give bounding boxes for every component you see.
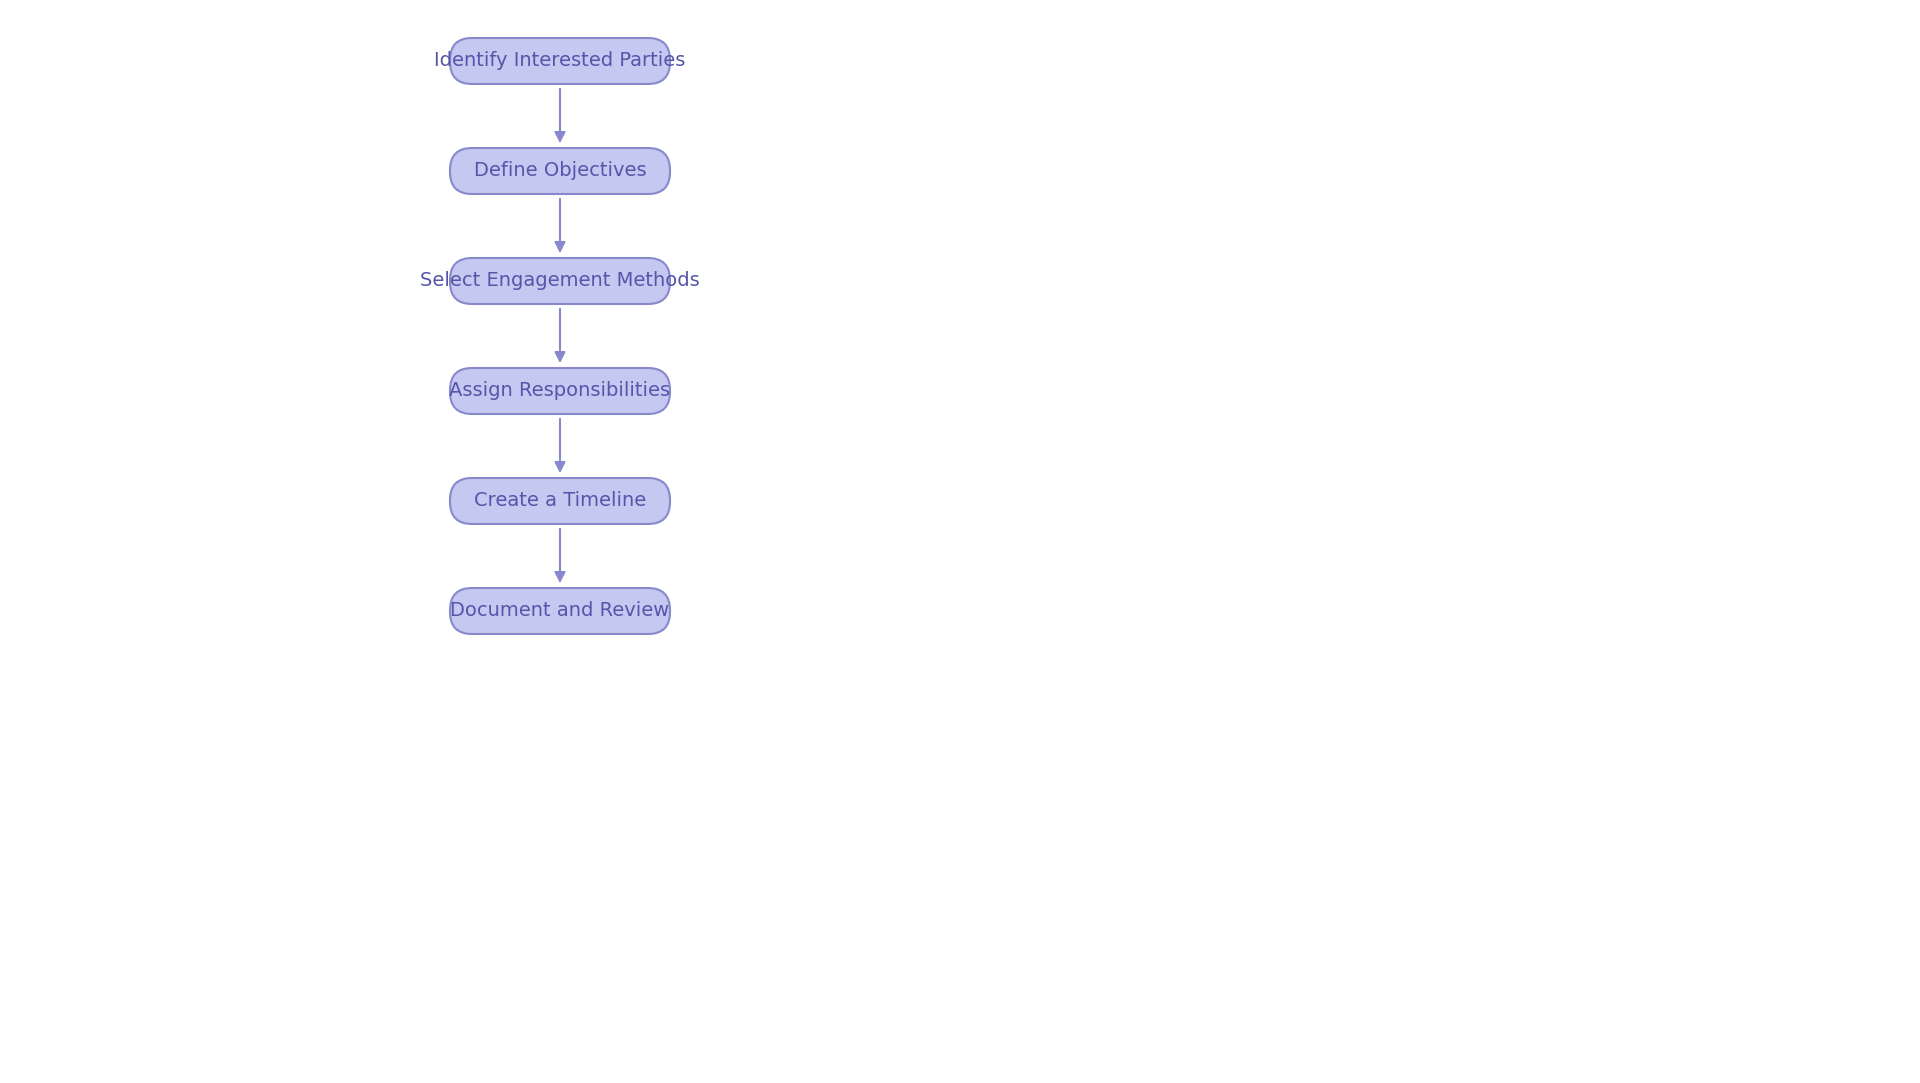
FancyBboxPatch shape xyxy=(449,148,670,194)
FancyBboxPatch shape xyxy=(449,258,670,304)
Text: Assign Responsibilities: Assign Responsibilities xyxy=(449,381,670,401)
Text: Define Objectives: Define Objectives xyxy=(474,161,647,181)
FancyBboxPatch shape xyxy=(449,588,670,634)
FancyBboxPatch shape xyxy=(449,368,670,414)
Text: Create a Timeline: Create a Timeline xyxy=(474,492,647,510)
Text: Document and Review: Document and Review xyxy=(451,601,670,621)
Text: Identify Interested Parties: Identify Interested Parties xyxy=(434,52,685,70)
Text: Select Engagement Methods: Select Engagement Methods xyxy=(420,272,701,290)
FancyBboxPatch shape xyxy=(449,478,670,524)
FancyBboxPatch shape xyxy=(449,38,670,84)
